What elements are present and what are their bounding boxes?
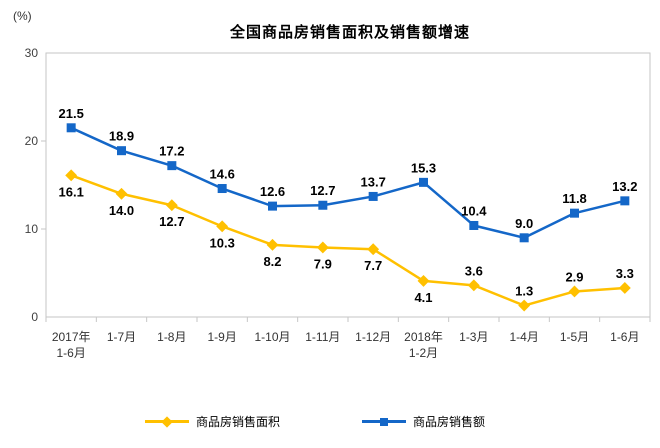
series-line-1 [66,123,630,243]
svg-text:17.2: 17.2 [159,144,184,159]
legend-item-sales-amount: 商品房销售额 [362,413,485,430]
svg-text:7.7: 7.7 [364,258,382,273]
y-axis: 0 10 20 30 [25,46,46,324]
svg-text:10.3: 10.3 [210,235,235,250]
svg-text:10: 10 [25,222,39,236]
chart-legend: 商品房销售面积 商品房销售额 [0,413,630,430]
legend-item-sales-area: 商品房销售面积 [144,413,280,430]
svg-text:21.5: 21.5 [59,106,84,121]
svg-text:1-5月: 1-5月 [560,330,589,344]
svg-text:1-6月: 1-6月 [610,330,639,344]
svg-text:9.0: 9.0 [515,216,533,231]
svg-text:30: 30 [25,46,39,60]
svg-text:1-3月: 1-3月 [459,330,488,344]
svg-text:11.8: 11.8 [562,191,587,206]
svg-text:1-12月: 1-12月 [355,330,391,344]
svg-text:1-9月: 1-9月 [207,330,236,344]
svg-text:7.9: 7.9 [314,256,332,271]
svg-text:14.0: 14.0 [109,203,134,218]
svg-text:16.1: 16.1 [59,184,84,199]
svg-text:1-6月: 1-6月 [56,346,85,360]
svg-text:15.3: 15.3 [411,160,436,175]
series-labels-1: 21.5 18.9 17.2 14.6 12.6 12.7 13.7 15.3 10.4 9.0 1… [59,106,638,231]
svg-text:13.2: 13.2 [612,179,637,194]
chart-title: 全国商品房销售面积及销售额增速 [229,24,470,41]
sales-area-legend-line [144,415,189,428]
plot-area-border [45,52,651,318]
chart-canvas: 0 10 20 30 2017年 1-6月 1-7月 1-8月 1-9月 1-10月 1-11月 1-… [25,46,651,360]
svg-text:10.4: 10.4 [461,203,487,218]
svg-text:1.3: 1.3 [515,284,533,299]
svg-text:1-2月: 1-2月 [409,346,438,360]
svg-text:1-11月: 1-11月 [305,330,340,344]
square-marker-icon [380,417,388,426]
svg-text:20: 20 [25,134,39,148]
svg-text:4.1: 4.1 [414,290,432,305]
svg-text:13.7: 13.7 [361,174,386,189]
series-labels-0: 16.1 14.0 12.7 10.3 8.2 7.9 7.7 4.1 3.6 1.3 2.9 3.3 [59,184,634,305]
svg-text:18.9: 18.9 [109,129,134,144]
svg-text:0: 0 [31,310,38,324]
svg-text:2.9: 2.9 [565,269,583,284]
svg-text:1-7月: 1-7月 [107,330,136,344]
svg-text:8.2: 8.2 [263,254,281,269]
series-line-0 [65,169,631,312]
svg-text:12.7: 12.7 [310,183,335,198]
svg-text:1-4月: 1-4月 [509,330,538,344]
y-axis-unit-label: (%) [13,9,32,23]
x-axis: 2017年 1-6月 1-7月 1-8月 1-9月 1-10月 1-11月 1-12月 2018… [45,317,651,360]
svg-text:12.7: 12.7 [159,214,184,229]
svg-text:3.3: 3.3 [616,266,634,281]
diamond-marker-icon [161,415,173,428]
sales-amount-legend-label: 商品房销售额 [413,415,486,429]
svg-text:1-10月: 1-10月 [254,330,290,344]
svg-text:1-8月: 1-8月 [157,330,186,344]
sales-amount-legend-line [362,417,406,426]
svg-text:2018年: 2018年 [404,330,443,344]
svg-text:3.6: 3.6 [465,263,483,278]
svg-text:14.6: 14.6 [210,167,235,182]
sales-area-legend-label: 商品房销售面积 [195,415,280,429]
svg-text:2017年: 2017年 [52,330,91,344]
svg-text:12.6: 12.6 [260,184,285,199]
